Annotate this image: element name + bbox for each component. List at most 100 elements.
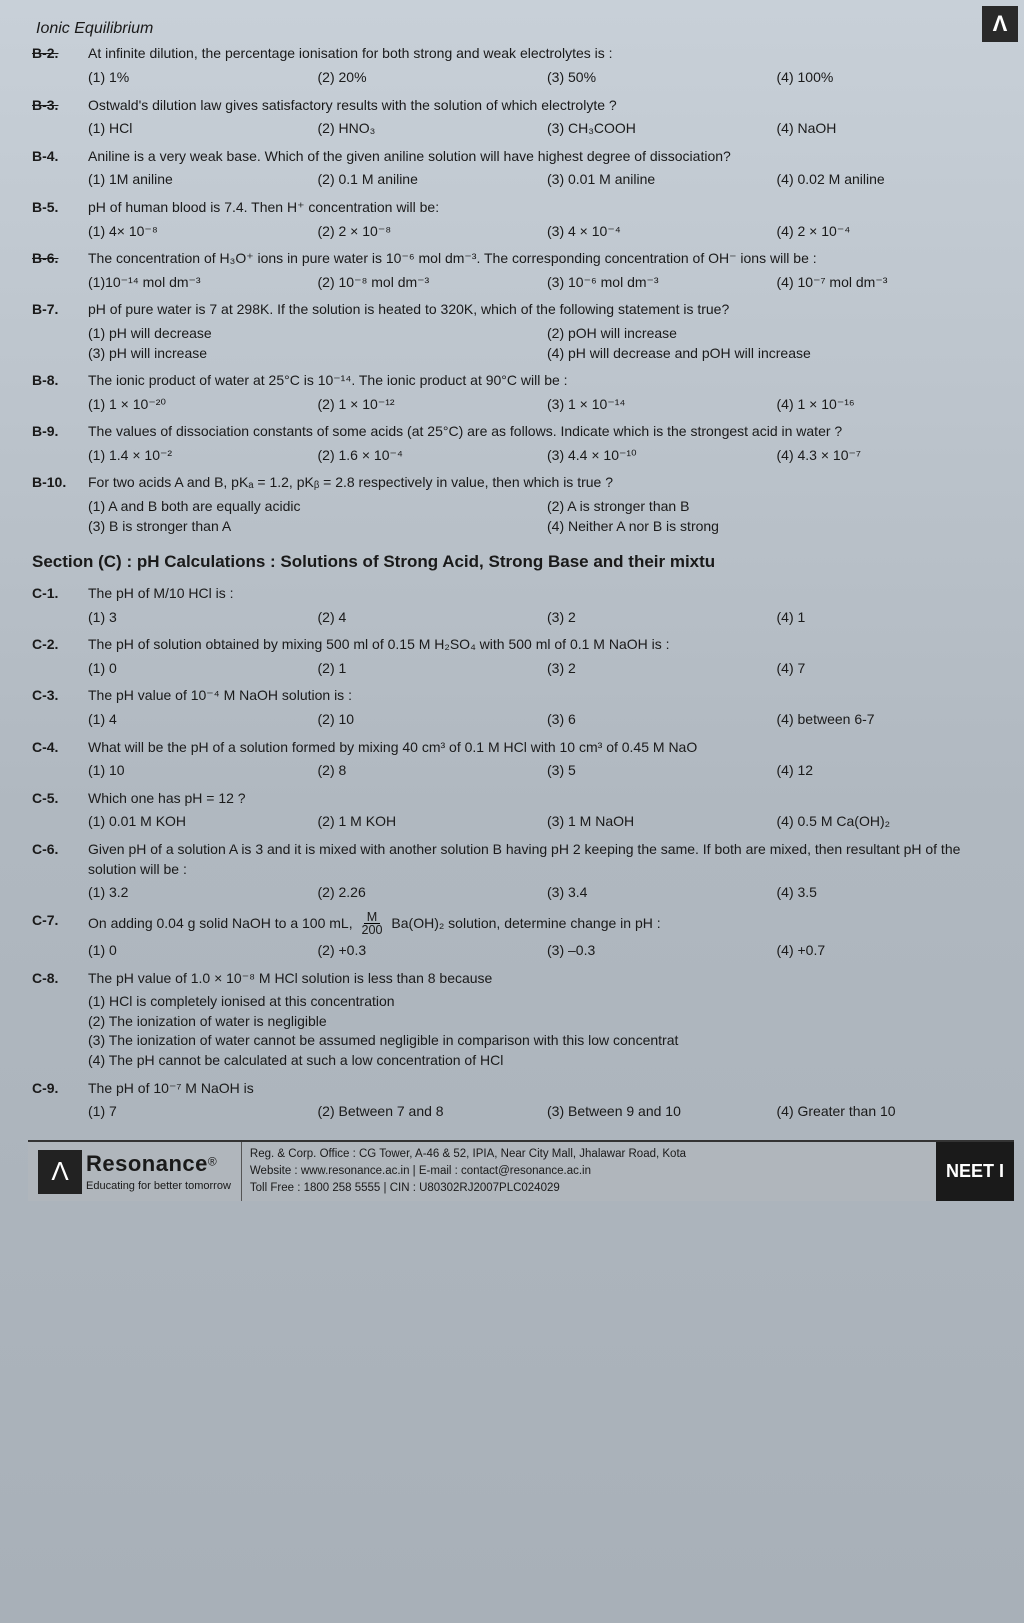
option: (4) Greater than 10 — [777, 1102, 1007, 1122]
corner-logo: Λ — [982, 6, 1018, 42]
question: C-9.The pH of 10⁻⁷ M NaOH is(1) 7(2) Bet… — [28, 1079, 1014, 1122]
question-number: B-5. — [28, 198, 88, 241]
option: (3) 0.01 M aniline — [547, 170, 777, 190]
option: (1) pH will decrease — [88, 324, 547, 344]
footer-logo-tagline: Educating for better tomorrow — [86, 1179, 231, 1194]
option: (4) 3.5 — [777, 883, 1007, 903]
question-text: The ionic product of water at 25°C is 10… — [88, 371, 1006, 391]
question-text: Given pH of a solution A is 3 and it is … — [88, 840, 1006, 879]
options-row: (1) pH will decrease(2) pOH will increas… — [88, 324, 1006, 363]
option: (3) 50% — [547, 68, 777, 88]
option: (2) 1.6 × 10⁻⁴ — [318, 446, 548, 466]
option: (1) HCl — [88, 119, 318, 139]
question-text: Aniline is a very weak base. Which of th… — [88, 147, 1006, 167]
options-row: (1) 0.01 M KOH(2) 1 M KOH(3) 1 M NaOH(4)… — [88, 812, 1006, 832]
options-row: (1) 4(2) 10(3) 6(4) between 6-7 — [88, 710, 1006, 730]
option: (2) A is stronger than B — [547, 497, 1006, 517]
footer-logo-name: Resonance — [86, 1151, 208, 1176]
option: (2) HNO₃ — [318, 119, 548, 139]
option: (4) The pH cannot be calculated at such … — [88, 1051, 1006, 1071]
option: (3) The ionization of water cannot be as… — [88, 1031, 1006, 1051]
question-text: The pH of solution obtained by mixing 50… — [88, 635, 1006, 655]
question: B-6.The concentration of H₃O⁺ ions in pu… — [28, 249, 1014, 292]
option: (3) 4.4 × 10⁻¹⁰ — [547, 446, 777, 466]
options-row: (1) 1.4 × 10⁻²(2) 1.6 × 10⁻⁴(3) 4.4 × 10… — [88, 446, 1006, 466]
option: (3) 5 — [547, 761, 777, 781]
registered-mark: ® — [208, 1154, 217, 1168]
option: (4) Neither A nor B is strong — [547, 517, 1006, 537]
question-number: C-3. — [28, 686, 88, 729]
options-row: (1) 1M aniline(2) 0.1 M aniline(3) 0.01 … — [88, 170, 1006, 190]
option: (2) +0.3 — [318, 941, 548, 961]
options-row: (1) 4× 10⁻⁸(2) 2 × 10⁻⁸(3) 4 × 10⁻⁴(4) 2… — [88, 222, 1006, 242]
option: (1) 1% — [88, 68, 318, 88]
question: C-7.On adding 0.04 g solid NaOH to a 100… — [28, 911, 1014, 961]
option: (1) 1M aniline — [88, 170, 318, 190]
option: (4) 100% — [777, 68, 1007, 88]
option: (1) 7 — [88, 1102, 318, 1122]
question-number: C-8. — [28, 969, 88, 1071]
option: (4) 7 — [777, 659, 1007, 679]
option: (2) 2 × 10⁻⁸ — [318, 222, 548, 242]
question-text: The pH of 10⁻⁷ M NaOH is — [88, 1079, 1006, 1099]
options-row: (1) 10(2) 8(3) 5(4) 12 — [88, 761, 1006, 781]
option: (1) 4 — [88, 710, 318, 730]
option: (2) The ionization of water is negligibl… — [88, 1012, 1006, 1032]
option: (2) 4 — [318, 608, 548, 628]
question-text: The pH value of 1.0 × 10⁻⁸ M HCl solutio… — [88, 969, 1006, 989]
question: B-9.The values of dissociation constants… — [28, 422, 1014, 465]
option: (4) 1 × 10⁻¹⁶ — [777, 395, 1007, 415]
question-number: B-9. — [28, 422, 88, 465]
question-number: C-7. — [28, 911, 88, 961]
option: (3) 2 — [547, 659, 777, 679]
footer-contact: Toll Free : 1800 258 5555 | CIN : U80302… — [250, 1180, 928, 1197]
options-row: (1) HCl is completely ionised at this co… — [88, 992, 1006, 1070]
option: (3) 1 × 10⁻¹⁴ — [547, 395, 777, 415]
question: B-7.pH of pure water is 7 at 298K. If th… — [28, 300, 1014, 363]
option: (4) 10⁻⁷ mol dm⁻³ — [777, 273, 1007, 293]
question: C-1.The pH of M/10 HCl is :(1) 3(2) 4(3)… — [28, 584, 1014, 627]
footer-logo-block: Λ Resonance® Educating for better tomorr… — [28, 1142, 242, 1202]
option: (2) 1 × 10⁻¹² — [318, 395, 548, 415]
option: (1) HCl is completely ionised at this co… — [88, 992, 1006, 1012]
option: (1) 1.4 × 10⁻² — [88, 446, 318, 466]
option: (2) pOH will increase — [547, 324, 1006, 344]
option: (3) Between 9 and 10 — [547, 1102, 777, 1122]
option: (4) between 6-7 — [777, 710, 1007, 730]
question-number: C-4. — [28, 738, 88, 781]
option: (2) 1 M KOH — [318, 812, 548, 832]
option: (4) NaOH — [777, 119, 1007, 139]
neet-badge: NEET I — [936, 1142, 1014, 1202]
question-number: C-9. — [28, 1079, 88, 1122]
option: (2) 1 — [318, 659, 548, 679]
options-row: (1) 3.2(2) 2.26(3) 3.4(4) 3.5 — [88, 883, 1006, 903]
option: (4) pH will decrease and pOH will increa… — [547, 344, 1006, 364]
question-number: B-7. — [28, 300, 88, 363]
question-number: C-5. — [28, 789, 88, 832]
question-number: B-4. — [28, 147, 88, 190]
options-row: (1) 1 × 10⁻²⁰(2) 1 × 10⁻¹²(3) 1 × 10⁻¹⁴(… — [88, 395, 1006, 415]
question: C-2.The pH of solution obtained by mixin… — [28, 635, 1014, 678]
option: (3) 4 × 10⁻⁴ — [547, 222, 777, 242]
footer: Λ Resonance® Educating for better tomorr… — [28, 1140, 1014, 1202]
question-number: B-8. — [28, 371, 88, 414]
option: (1) 1 × 10⁻²⁰ — [88, 395, 318, 415]
page-title: Ionic Equilibrium — [28, 18, 1014, 40]
question-text: The concentration of H₃O⁺ ions in pure w… — [88, 249, 1006, 269]
question: C-3.The pH value of 10⁻⁴ M NaOH solution… — [28, 686, 1014, 729]
question-text: Ostwald's dilution law gives satisfactor… — [88, 96, 1006, 116]
options-row: (1) 3(2) 4(3) 2(4) 1 — [88, 608, 1006, 628]
question: C-4.What will be the pH of a solution fo… — [28, 738, 1014, 781]
option: (1) 0 — [88, 659, 318, 679]
question-number: C-1. — [28, 584, 88, 627]
options-row: (1) A and B both are equally acidic(2) A… — [88, 497, 1006, 536]
question-text: Which one has pH = 12 ? — [88, 789, 1006, 809]
question-number: C-6. — [28, 840, 88, 903]
question-text: pH of pure water is 7 at 298K. If the so… — [88, 300, 1006, 320]
question-text: At infinite dilution, the percentage ion… — [88, 44, 1006, 64]
question-text: On adding 0.04 g solid NaOH to a 100 mL,… — [88, 911, 1006, 937]
option: (1) 4× 10⁻⁸ — [88, 222, 318, 242]
options-row: (1) 0(2) +0.3(3) –0.3(4) +0.7 — [88, 941, 1006, 961]
option: (3) 6 — [547, 710, 777, 730]
option: (3) 10⁻⁶ mol dm⁻³ — [547, 273, 777, 293]
